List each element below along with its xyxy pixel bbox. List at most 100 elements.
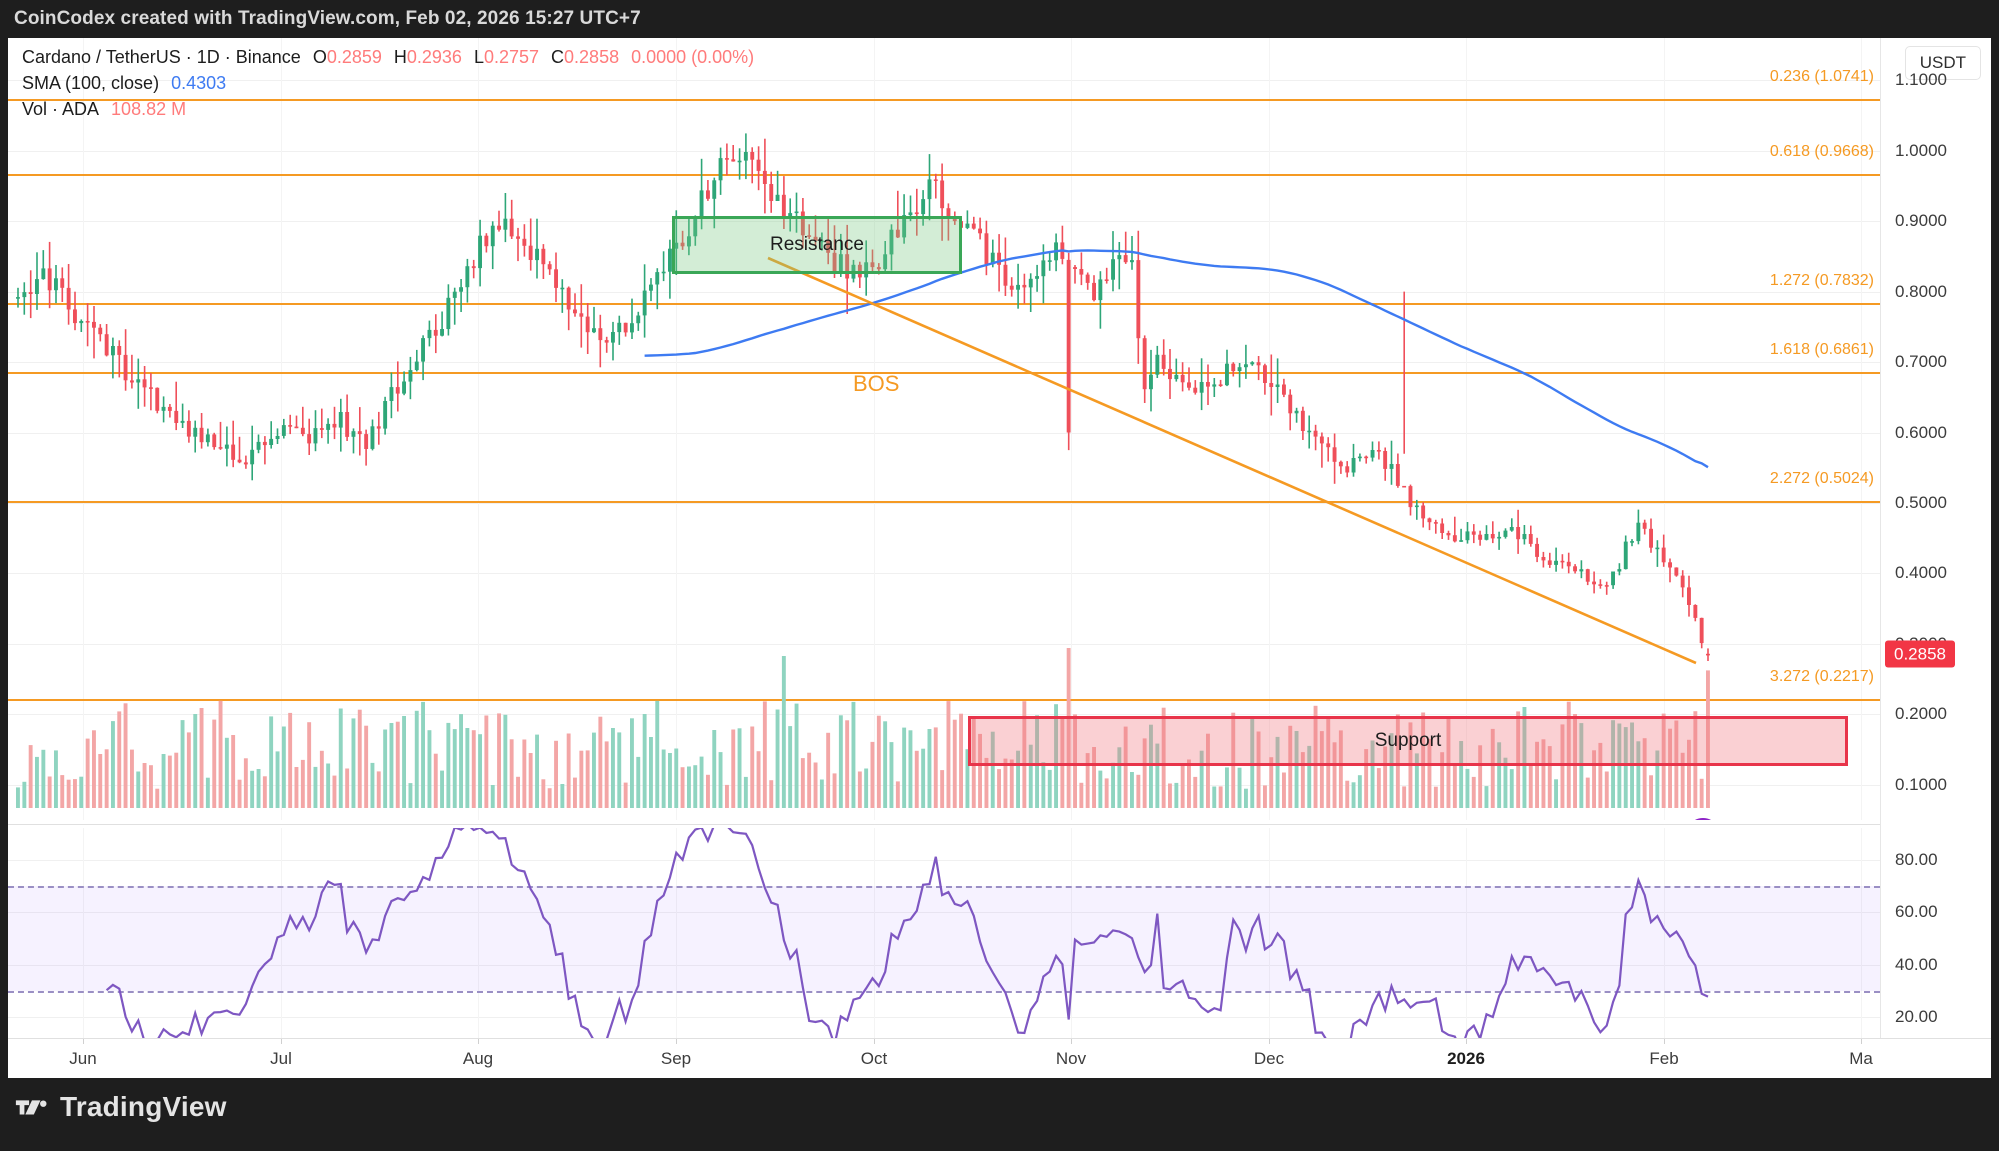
price-axis-tick: 1.0000 xyxy=(1895,140,1947,160)
time-axis-tick-mark xyxy=(874,1039,875,1044)
time-gridline xyxy=(874,38,875,820)
rsi-gridline xyxy=(8,964,1880,966)
rsi-plot xyxy=(105,828,1709,1038)
fib-level-line[interactable] xyxy=(8,303,1880,306)
lightning-bolt-icon[interactable] xyxy=(1686,818,1720,820)
legend-high-value: 0.2936 xyxy=(406,47,462,67)
time-gridline xyxy=(1269,38,1270,820)
time-axis-tick: Nov xyxy=(1055,1049,1087,1068)
rsi-pane[interactable]: RSI (14, close, SMA, 14, 2)27.77∅∅ xyxy=(8,828,1880,1038)
fib-level-line[interactable] xyxy=(8,98,1880,101)
pane-divider xyxy=(8,824,1991,825)
legend-sma-value: 0.4303 xyxy=(171,73,227,93)
price-gridline xyxy=(8,221,1880,223)
price-gridline xyxy=(8,291,1880,293)
price-axis-tick: 0.5000 xyxy=(1895,492,1947,512)
rsi-time-gridline xyxy=(1269,828,1270,1038)
rsi-gridline xyxy=(8,912,1880,913)
price-axis-tick: 0.4000 xyxy=(1895,563,1947,583)
price-pane[interactable]: 0.236 (1.0741) 0.618 (0.9668) 1.272 (0.783… xyxy=(8,38,1880,820)
resistance-zone-box[interactable]: Resistance xyxy=(672,216,962,274)
rsi-oversold-line xyxy=(8,990,1880,993)
price-axis-tick: 0.9000 xyxy=(1895,211,1947,231)
watermark-text: CoinCodex created with TradingView.com, … xyxy=(14,8,641,29)
legend-open-value: 0.2859 xyxy=(326,47,382,67)
price-gridline xyxy=(8,432,1880,434)
rsi-axis-tick: 40.00 xyxy=(1895,954,1938,974)
time-gridline xyxy=(478,38,479,820)
rsi-time-gridline xyxy=(1664,828,1665,1038)
fib-level-line[interactable] xyxy=(8,371,1880,374)
rsi-overbought-line xyxy=(8,885,1880,888)
time-axis-tick: Feb xyxy=(1649,1049,1679,1068)
time-axis-tick-mark xyxy=(1664,1039,1665,1044)
time-axis-tick: Oct xyxy=(860,1049,888,1068)
legend-symbol: Cardano / TetherUS · 1D · Binance xyxy=(22,47,301,67)
rsi-axis-tick: 60.00 xyxy=(1895,902,1938,921)
time-axis-tick: Jun xyxy=(69,1049,97,1068)
rsi-time-gridline xyxy=(1861,828,1862,1038)
bos-label: BOS xyxy=(853,371,900,396)
fib-level-label: 1.272 (0.7832) xyxy=(1769,272,1874,290)
legend-vol-title: Vol · ADA xyxy=(22,99,100,119)
fib-level-line[interactable] xyxy=(8,699,1880,702)
legend-row-volume: Vol · ADA 108.82 M xyxy=(22,96,754,122)
legend-low-key: L xyxy=(473,47,484,67)
time-axis-tick: 2026 xyxy=(1447,1049,1485,1068)
chart-legend: Cardano / TetherUS · 1D · Binance O0.2859… xyxy=(22,44,754,122)
currency-badge[interactable]: USDT xyxy=(1904,46,1981,80)
time-axis-tick-mark xyxy=(478,1039,479,1044)
time-axis-tick-mark xyxy=(281,1039,282,1044)
fib-level-label: 0.618 (0.9668) xyxy=(1769,143,1874,161)
legend-sma-title: SMA (100, close) xyxy=(22,73,160,93)
support-zone-box[interactable]: Support xyxy=(968,716,1848,766)
chart-frame: 0.236 (1.0741) 0.618 (0.9668) 1.272 (0.783… xyxy=(8,38,1991,1078)
legend-low-value: 0.2757 xyxy=(483,47,540,67)
watermark-bar: CoinCodex created with TradingView.com, … xyxy=(0,0,1999,38)
rsi-time-gridline xyxy=(1466,828,1467,1038)
time-gridline xyxy=(1861,38,1862,820)
price-gridline xyxy=(8,80,1880,82)
price-axis-tick: 0.8000 xyxy=(1895,281,1947,301)
legend-close-value: 0.2858 xyxy=(564,47,620,67)
rsi-axis-tick: 20.00 xyxy=(1895,1007,1938,1026)
legend-row-ohlc: Cardano / TetherUS · 1D · Binance O0.2859… xyxy=(22,44,754,70)
price-axis-tick: 1.1000 xyxy=(1895,70,1947,90)
time-axis-tick-mark xyxy=(676,1039,677,1044)
resistance-label: Resistance xyxy=(770,234,864,255)
time-axis-tick-mark xyxy=(83,1039,84,1044)
tradingview-logo-icon xyxy=(15,1100,47,1115)
time-axis-tick: Dec xyxy=(1253,1049,1285,1068)
time-axis-tick-mark xyxy=(1269,1039,1270,1044)
price-axis[interactable]: USDT 1.1000 1.0000 0.9000 0.8000 0.7000 0.600… xyxy=(1880,38,1991,1038)
fib-level-label: 1.618 (0.6861) xyxy=(1769,340,1874,358)
legend-change: 0.0000 (0.00%) xyxy=(631,47,755,67)
time-gridline xyxy=(281,38,282,820)
price-axis-tick: 0.2000 xyxy=(1895,704,1947,724)
time-axis-tick: Aug xyxy=(462,1049,494,1068)
time-axis-tick: Sep xyxy=(660,1049,692,1068)
fib-level-label: 3.272 (0.2217) xyxy=(1769,668,1874,686)
price-axis-tick: 0.1000 xyxy=(1895,774,1947,794)
fib-level-line[interactable] xyxy=(8,501,1880,504)
time-axis-tick-mark xyxy=(1071,1039,1072,1044)
price-gridline xyxy=(8,714,1880,716)
time-gridline xyxy=(83,38,84,820)
price-gridline xyxy=(8,150,1880,152)
time-axis-tick-mark xyxy=(1861,1039,1862,1044)
price-gridline xyxy=(8,573,1880,575)
rsi-axis-tick: 80.00 xyxy=(1895,849,1938,869)
rsi-gridline xyxy=(8,859,1880,861)
time-gridline xyxy=(676,38,677,820)
fib-level-line[interactable] xyxy=(8,174,1880,177)
rsi-time-gridline xyxy=(478,828,479,1038)
time-axis[interactable]: Jun Jul Aug Sep Oct Nov Dec 2026 Feb Ma xyxy=(8,1038,1991,1078)
legend-row-sma: SMA (100, close) 0.4303 xyxy=(22,70,754,96)
fib-level-label: 0.236 (1.0741) xyxy=(1769,67,1874,85)
time-axis-tick: Ma xyxy=(1849,1049,1873,1068)
tradingview-brand-name: TradingView xyxy=(60,1091,227,1122)
price-gridline xyxy=(8,784,1880,786)
price-axis-tick: 0.6000 xyxy=(1895,422,1947,442)
rsi-time-gridline xyxy=(281,828,282,1038)
